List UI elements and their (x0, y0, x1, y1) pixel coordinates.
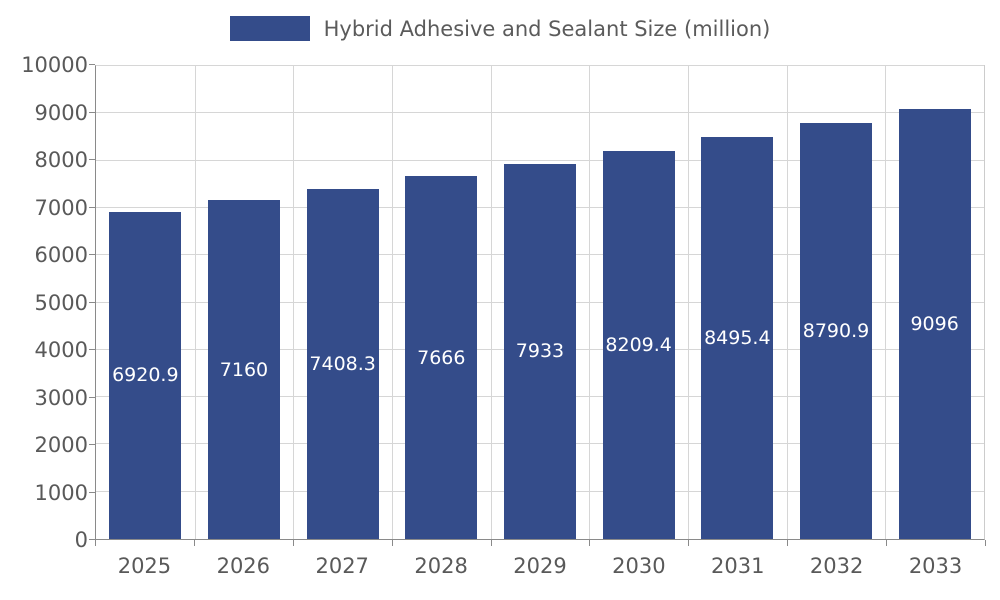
legend-swatch-icon (229, 16, 310, 41)
x-tick-label: 2027 (315, 554, 369, 578)
bar-2025 (109, 211, 182, 539)
gridline-vertical (885, 66, 887, 539)
bar-value-label: 9096 (910, 312, 959, 335)
y-tick-mark (89, 491, 95, 493)
bar-value-label: 8495.4 (704, 327, 771, 350)
bar-2031 (701, 137, 774, 539)
x-tick-mark (292, 540, 294, 546)
bar-value-label: 8790.9 (802, 320, 870, 343)
y-axis: 0 1000 2000 3000 4000 5000 6000 7000 8000 9000 100… (0, 53, 95, 552)
x-tick-mark (193, 540, 195, 546)
x-tick-mark (490, 540, 492, 546)
x-axis: 2025 2026 2027 2028 2029 2030 2031 2032 2033 (95, 540, 986, 590)
bar-value-label: 8209.4 (605, 333, 672, 356)
gridline-vertical (687, 66, 689, 539)
y-tick-mark (89, 159, 95, 160)
legend-label: Hybrid Adhesive and Sealant Size (millio… (323, 16, 771, 41)
y-tick-mark (89, 64, 95, 65)
gridline-vertical (786, 66, 788, 539)
bar-2026 (207, 200, 280, 539)
x-tick-mark (589, 540, 591, 546)
gridline-vertical (293, 66, 295, 539)
bar-value-label: 7933 (515, 340, 565, 363)
y-tick-label: 0 (74, 528, 88, 552)
gridline-vertical (194, 66, 196, 539)
y-tick-label: 1000 (34, 480, 88, 505)
y-tick-label: 2000 (34, 433, 88, 457)
legend[interactable]: Hybrid Adhesive and Sealant Size (millio… (0, 16, 1000, 41)
gridline-vertical (391, 66, 393, 539)
bar-2032 (799, 123, 872, 539)
y-tick-mark (89, 111, 95, 113)
y-tick-mark (89, 206, 95, 208)
y-tick-mark (89, 396, 95, 398)
x-tick-label: 2031 (711, 554, 765, 578)
bar-2029 (503, 163, 576, 539)
gridline-horizontal (96, 159, 984, 161)
x-tick-label: 2032 (809, 554, 864, 578)
y-tick-label: 6000 (34, 243, 88, 267)
gridline-horizontal (96, 112, 984, 114)
y-tick-label: 10000 (21, 53, 88, 77)
x-tick-mark (985, 540, 986, 546)
bar-2028 (405, 176, 478, 539)
x-tick-mark (391, 540, 393, 546)
plot-area: 6920.9 7160 7408.3 7666 7933 8209.4 8495.4 8790… (95, 65, 985, 540)
bar-2030 (602, 150, 675, 539)
x-tick-mark (787, 540, 789, 546)
x-tick-mark (95, 540, 96, 546)
bar-2027 (306, 188, 379, 539)
y-tick-label: 5000 (34, 290, 88, 315)
x-tick-label: 2028 (414, 554, 468, 578)
y-tick-label: 4000 (34, 338, 88, 362)
y-tick-label: 3000 (34, 385, 88, 410)
x-tick-label: 2025 (117, 554, 172, 578)
y-tick-label: 9000 (34, 100, 88, 125)
y-tick-mark (89, 539, 95, 540)
bar-value-label: 7666 (417, 346, 466, 369)
y-tick-mark (89, 444, 95, 445)
bar-value-label: 7160 (219, 358, 269, 381)
y-tick-mark (89, 301, 95, 303)
gridline-vertical (490, 66, 492, 539)
gridline-horizontal (96, 65, 984, 66)
bar-2033 (898, 108, 971, 539)
bar-value-label: 6920.9 (112, 364, 179, 387)
x-tick-label: 2033 (908, 554, 963, 578)
y-tick-mark (89, 349, 95, 350)
x-tick-label: 2026 (216, 554, 271, 578)
y-tick-mark (89, 254, 95, 255)
x-tick-mark (886, 540, 888, 546)
bar-value-label: 7408.3 (309, 352, 376, 375)
x-tick-label: 2030 (612, 554, 666, 578)
gridline-vertical (589, 66, 591, 539)
y-tick-label: 8000 (34, 148, 88, 172)
y-tick-label: 7000 (34, 195, 88, 220)
x-tick-mark (688, 540, 690, 546)
x-tick-label: 2029 (513, 554, 567, 578)
